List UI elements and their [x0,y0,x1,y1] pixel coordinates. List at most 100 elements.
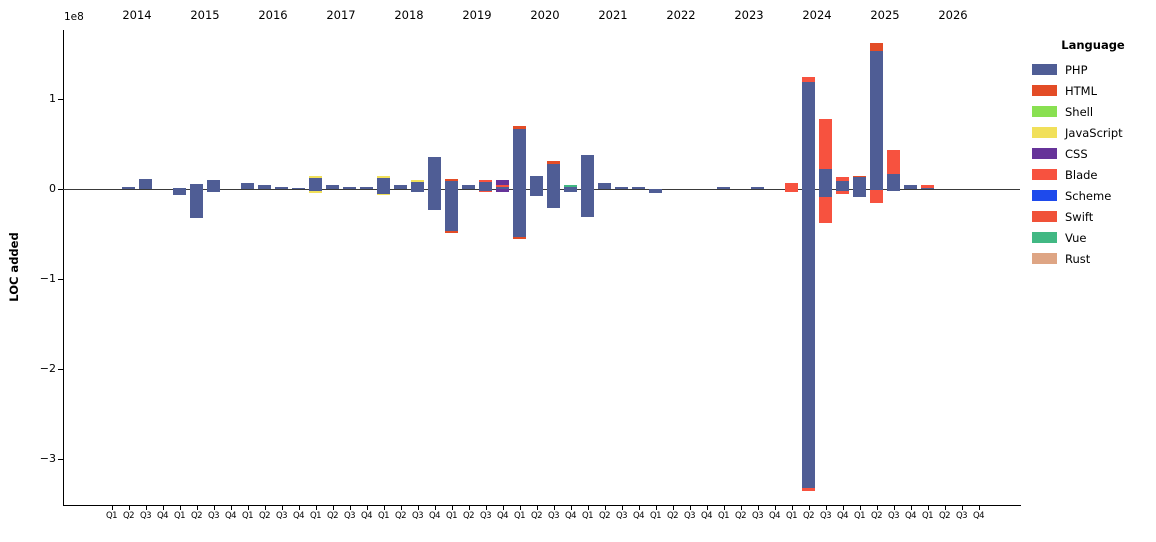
y-axis-label: LOC added [7,232,21,302]
legend-entry: Blade [1032,164,1154,185]
year-tick-label: 2022 [666,8,696,22]
x-tick-mark [910,506,912,510]
x-tick-mark [706,506,708,510]
bar-segment-php [190,189,203,218]
bar-segment-php [377,178,390,189]
x-tick-mark [723,506,725,510]
quarter-tick-label: Q4 [768,511,781,521]
bar-segment-php [190,183,203,189]
legend-entry-label: Rust [1065,251,1091,266]
bar-segment-html [445,231,458,234]
quarter-tick-label: Q1 [105,511,118,521]
quarter-tick-label: Q3 [683,511,696,521]
legend-entry-label: Blade [1065,167,1098,182]
quarter-tick-label: Q2 [190,511,203,521]
year-tick-label: 2019 [462,8,492,22]
year-tick-label: 2014 [122,8,152,22]
bar-segment-blade [785,189,798,193]
x-tick-mark [434,506,436,510]
bar-segment-php [326,184,339,189]
x-tick-mark [689,506,691,510]
bar-segment-php [428,156,441,189]
bar-segment-php [173,188,186,190]
quarter-tick-label: Q4 [972,511,985,521]
bar-segment-php [513,128,526,189]
x-tick-mark [842,506,844,510]
x-tick-mark [315,506,317,510]
x-tick-mark [553,506,555,510]
legend-entry: CSS [1032,143,1154,164]
x-tick-mark [128,506,130,510]
bar-segment-php [411,189,424,192]
quarter-tick-label: Q2 [462,511,475,521]
year-tick-label: 2020 [530,8,560,22]
year-tick-label: 2023 [734,8,764,22]
bar-segment-php [581,189,594,217]
y-tick-label: 0 [49,182,56,195]
quarter-tick-label: Q4 [156,511,169,521]
x-tick-mark [468,506,470,510]
bar-segment-javascript [377,176,390,179]
bar-segment-php [853,189,866,198]
bar-segment-php [309,189,322,191]
quarter-tick-label: Q2 [258,511,271,521]
x-tick-mark [978,506,980,510]
quarter-tick-label: Q3 [751,511,764,521]
quarter-tick-label: Q4 [564,511,577,521]
quarter-tick-label: Q4 [496,511,509,521]
bar-segment-vue [564,184,577,187]
bar-segment-blade [836,190,849,195]
x-tick-mark [213,506,215,510]
legend-swatch-rust [1032,253,1057,264]
quarter-tick-label: Q3 [615,511,628,521]
legend-swatch-swift [1032,211,1057,222]
bar-segment-php [564,189,577,192]
quarter-tick-label: Q1 [581,511,594,521]
x-tick-mark [587,506,589,510]
bar-segment-blade [802,77,815,82]
bar-segment-php [343,187,356,189]
bar-segment-html [513,236,526,240]
legend-swatch-php [1032,64,1057,75]
bar-segment-blade [921,185,934,189]
legend-swatch-css [1032,148,1057,159]
quarter-tick-label: Q2 [122,511,135,521]
x-tick-mark [332,506,334,510]
bar-segment-javascript [309,176,322,179]
quarter-tick-label: Q1 [649,511,662,521]
bar-segment-php [836,180,849,189]
x-tick-mark [145,506,147,510]
quarter-tick-label: Q1 [241,511,254,521]
bar-segment-php [802,189,815,488]
bar-segment-php [853,177,866,189]
x-tick-mark [638,506,640,510]
year-tick-label: 2026 [938,8,968,22]
legend-entry: JavaScript [1032,122,1154,143]
quarter-tick-label: Q3 [819,511,832,521]
quarter-tick-label: Q1 [513,511,526,521]
x-tick-mark [621,506,623,510]
quarter-tick-label: Q1 [921,511,934,521]
bar-segment-javascript [309,190,322,193]
bar-segment-php [445,189,458,232]
x-tick-mark [672,506,674,510]
x-tick-mark [502,506,504,510]
legend-entry-label: PHP [1065,62,1088,77]
bar-segment-html [547,161,560,164]
quarter-tick-label: Q4 [836,511,849,521]
x-tick-mark [349,506,351,510]
bar-segment-php [462,184,475,189]
bar-segment-php [275,187,288,189]
bar-segment-php [547,189,560,208]
quarter-tick-label: Q3 [275,511,288,521]
year-tick-label: 2016 [258,8,288,22]
y-tick-label: 1 [49,92,56,105]
legend-entry: Scheme [1032,185,1154,206]
quarter-tick-label: Q2 [666,511,679,521]
bar-segment-php [479,181,492,189]
bar-segment-php [887,173,900,189]
bar-segment-php [292,188,305,190]
x-tick-mark [162,506,164,510]
quarter-tick-label: Q2 [802,511,815,521]
legend-entry-label: Vue [1065,230,1087,245]
